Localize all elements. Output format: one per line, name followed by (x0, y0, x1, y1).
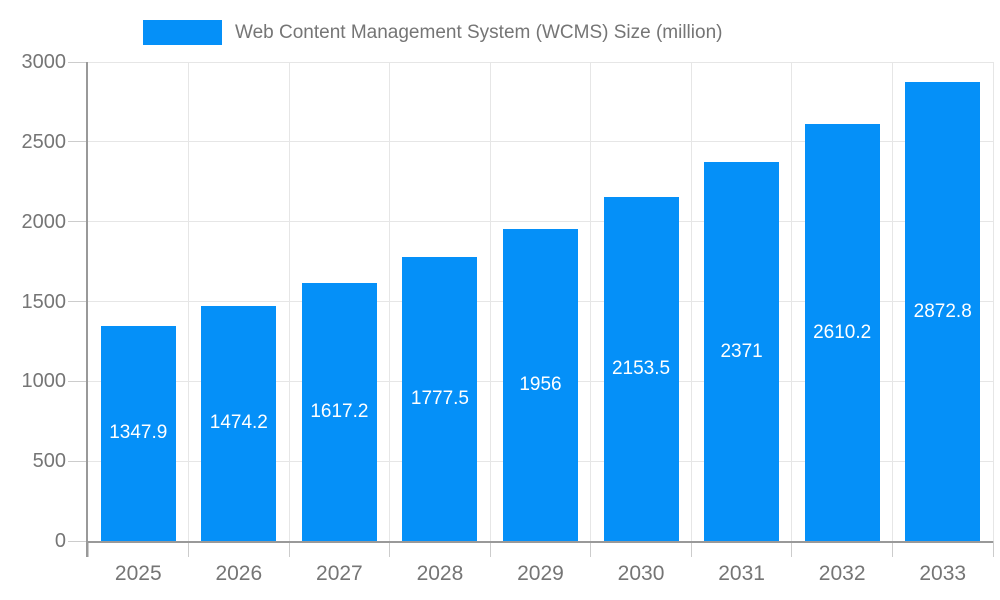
gridline-vertical (891, 62, 893, 541)
bar-value-label: 2610.2 (813, 321, 872, 343)
bar-2028[interactable]: 1777.5 (402, 257, 478, 541)
y-axis-tick (68, 301, 86, 302)
y-axis-label: 1000 (21, 370, 67, 393)
x-axis-label: 2030 (617, 562, 665, 585)
y-axis-tick (68, 380, 86, 382)
x-axis-tick (891, 541, 893, 557)
bar-value-label: 2371 (720, 340, 763, 362)
gridline-vertical (791, 62, 793, 541)
bar-2025[interactable]: 1347.9 (100, 325, 176, 541)
bar-value-label: 1347.9 (109, 422, 168, 444)
gridline-horizontal (88, 221, 993, 223)
bar-value-label: 1617.2 (310, 400, 369, 422)
bar-value-label: 1956 (519, 373, 562, 395)
bar-2030[interactable]: 2153.5 (603, 197, 679, 541)
y-axis-label: 2500 (21, 130, 67, 153)
gridline-vertical (690, 62, 692, 541)
plot-area: 0 500 1000 1500 2000 2500 3000 1347.9 2025 1474.2… (22, 51, 994, 585)
bar-value-label: 1777.5 (410, 388, 469, 410)
y-axis-label: 0 (54, 530, 66, 552)
gridline-horizontal (88, 61, 993, 63)
x-axis-label: 2025 (114, 562, 162, 585)
gridline-vertical (590, 62, 592, 541)
y-axis-tick (68, 460, 86, 462)
bar-2027[interactable]: 1617.2 (301, 282, 377, 541)
y-axis-label: 3000 (21, 51, 67, 73)
x-axis-tick (590, 541, 592, 557)
gridline-vertical (288, 62, 290, 541)
bar-value-label: 2153.5 (611, 358, 671, 380)
legend-label: Web Content Management System (WCMS) Siz… (235, 22, 723, 43)
bar-2033[interactable]: 2872.8 (905, 82, 981, 541)
gridline-vertical (992, 62, 994, 541)
gridline-vertical (188, 62, 190, 541)
x-axis-label: 2032 (818, 562, 866, 585)
x-axis-tick (389, 541, 391, 557)
y-axis-line (86, 62, 88, 557)
bar-2029[interactable]: 1956 (503, 228, 578, 541)
bar-2031[interactable]: 2371 (704, 162, 780, 541)
x-axis-tick (791, 541, 793, 557)
x-axis-line (86, 541, 993, 543)
x-axis-tick (489, 541, 491, 557)
x-axis-label: 2029 (517, 562, 564, 585)
x-axis-label: 2026 (215, 562, 263, 585)
x-axis-label: 2031 (718, 562, 765, 585)
x-axis-tick (690, 541, 692, 557)
y-axis-label: 500 (32, 450, 66, 473)
y-axis-tick (68, 540, 86, 542)
x-axis-tick (188, 541, 190, 557)
bar-2032[interactable]: 2610.2 (804, 124, 880, 541)
bar-2026[interactable]: 1474.2 (201, 305, 277, 541)
gridline-vertical (489, 62, 491, 541)
x-axis-tick (87, 541, 89, 557)
x-axis-tick (992, 541, 994, 557)
bar-value-label: 1474.2 (209, 412, 268, 434)
y-axis-tick (68, 141, 86, 143)
gridline-vertical (389, 62, 391, 541)
y-axis-label: 1500 (21, 290, 67, 313)
gridline-horizontal (88, 141, 993, 143)
x-axis-label: 2027 (316, 562, 363, 585)
legend-swatch (143, 20, 222, 45)
y-axis-tick (68, 221, 86, 223)
bar-value-label: 2872.8 (913, 300, 972, 322)
x-axis-label: 2028 (416, 562, 464, 585)
y-axis-tick (68, 61, 86, 63)
x-axis-tick (288, 541, 290, 557)
y-axis-label: 2000 (21, 210, 67, 233)
chart-legend[interactable]: Web Content Management System (WCMS) Siz… (143, 20, 722, 45)
x-axis-label: 2033 (919, 562, 967, 585)
